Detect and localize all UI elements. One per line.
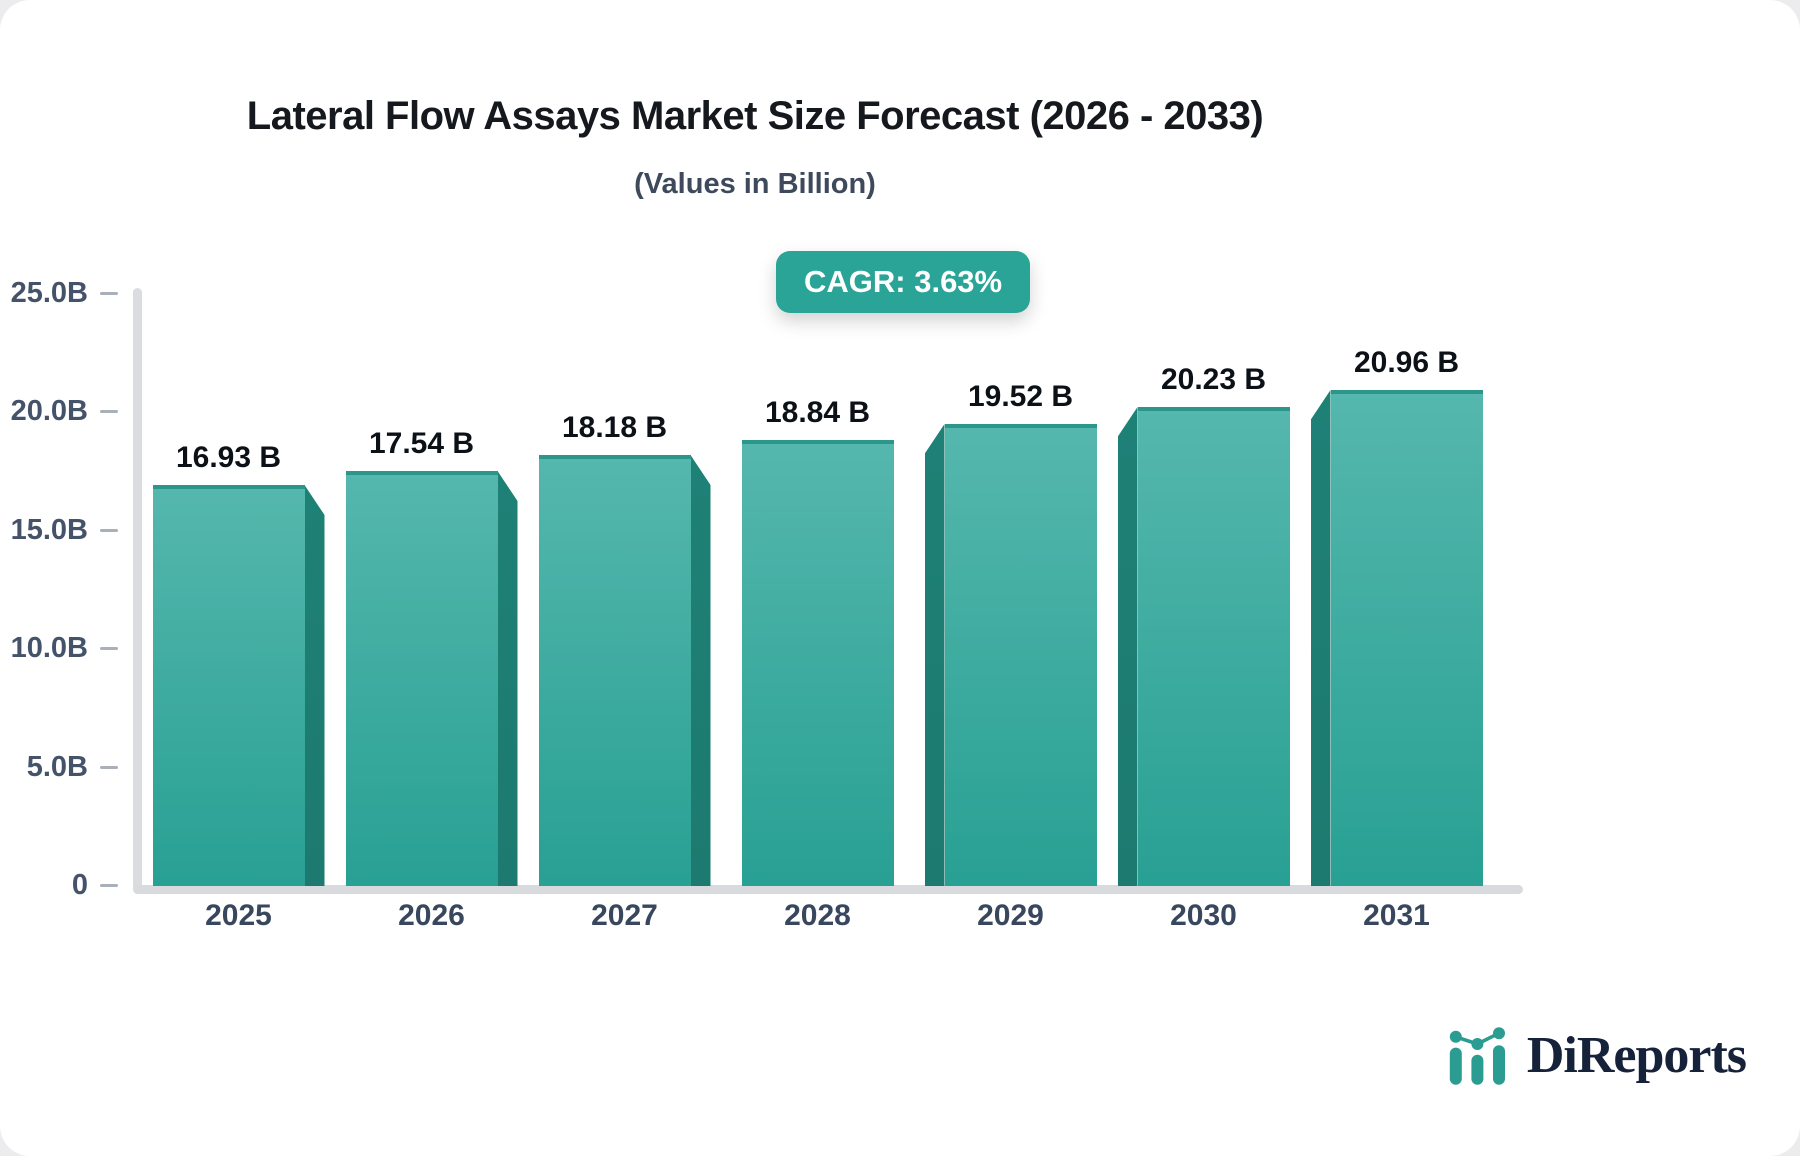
- x-tick-label: 2025: [205, 899, 272, 932]
- x-tick-label: 2028: [784, 899, 851, 932]
- bar-3d-side: [1117, 407, 1138, 886]
- bar-face: [741, 440, 894, 886]
- y-tick-mark: [100, 528, 118, 532]
- bar-2027: 18.18 B: [538, 411, 711, 886]
- bar-3d-side: [690, 455, 711, 886]
- bar-face: [345, 471, 498, 886]
- y-tick-label: 10.0B: [10, 632, 88, 665]
- x-tick-label: 2026: [398, 899, 465, 932]
- x-tick-label: 2031: [1363, 899, 1430, 932]
- bar-value-label: 19.52 B: [967, 380, 1074, 413]
- x-axis-line: [133, 885, 1523, 894]
- bar-face: [944, 424, 1097, 886]
- y-tick-label: 15.0B: [10, 513, 88, 546]
- bar-2029: 19.52 B: [924, 380, 1097, 886]
- bar-value-label: 18.84 B: [764, 396, 871, 429]
- bar-slot: 18.18 B: [528, 266, 721, 886]
- bars-row: 16.93 B 17.54 B 18.18 B 18.84 B 19.52 B 20.23…: [142, 266, 1493, 886]
- chart-title: Lateral Flow Assays Market Size Forecast…: [246, 94, 1264, 138]
- bar-2030: 20.23 B: [1117, 363, 1290, 886]
- y-tick-label: 5.0B: [26, 750, 88, 783]
- direports-logo-text: DiReports: [1526, 1027, 1747, 1084]
- bar-2028: 18.84 B: [741, 396, 894, 886]
- y-tick-label: 0: [71, 869, 88, 901]
- x-axis-labels: 2025 2026 2027 2028 2029 2030 2031: [142, 898, 1493, 934]
- bar-3d-side: [304, 485, 325, 886]
- x-tick-label: 2027: [591, 899, 658, 932]
- bar-face: [152, 485, 305, 886]
- bar-face: [538, 455, 691, 886]
- bar-3d-side: [497, 471, 518, 886]
- direports-logo: DiReports: [1445, 1026, 1747, 1086]
- chart-subtitle: (Values in Billion): [634, 168, 876, 200]
- bar-3d-side: [924, 424, 945, 886]
- x-tick-label: 2030: [1170, 899, 1237, 932]
- bar-value-label: 20.96 B: [1353, 346, 1460, 379]
- cagr-badge: CAGR: 3.63%: [776, 251, 1031, 313]
- y-tick-mark: [100, 765, 118, 769]
- bar-value-label: 16.93 B: [175, 441, 282, 474]
- bar-slot: 19.52 B: [914, 266, 1107, 886]
- bar-value-label: 20.23 B: [1160, 363, 1267, 396]
- bar-value-label: 17.54 B: [368, 427, 475, 460]
- bar-slot: 17.54 B: [335, 266, 528, 886]
- y-tick-mark: [100, 884, 118, 887]
- bar-2026: 17.54 B: [345, 427, 518, 886]
- y-tick-label: 20.0B: [10, 395, 88, 428]
- y-axis-line: [133, 288, 142, 893]
- bar-2025: 16.93 B: [152, 441, 325, 886]
- y-tick-mark: [100, 410, 118, 414]
- bar-slot: 20.23 B: [1107, 266, 1300, 886]
- bar-slot: 18.84 B: [721, 266, 914, 886]
- x-tick-label: 2029: [977, 899, 1044, 932]
- bar-face: [1137, 407, 1290, 886]
- bar-line-chart-icon: [1449, 1027, 1505, 1085]
- bar-slot: 16.93 B: [142, 266, 335, 886]
- y-tick-mark: [100, 292, 118, 295]
- bar-slot: 20.96 B: [1300, 266, 1493, 886]
- bar-value-label: 18.18 B: [561, 411, 668, 444]
- bar-face: [1330, 390, 1483, 886]
- bar-3d-side: [1310, 390, 1331, 886]
- y-tick-label: 25.0B: [10, 277, 88, 309]
- y-tick-mark: [100, 647, 118, 651]
- bar-2031: 20.96 B: [1310, 346, 1483, 886]
